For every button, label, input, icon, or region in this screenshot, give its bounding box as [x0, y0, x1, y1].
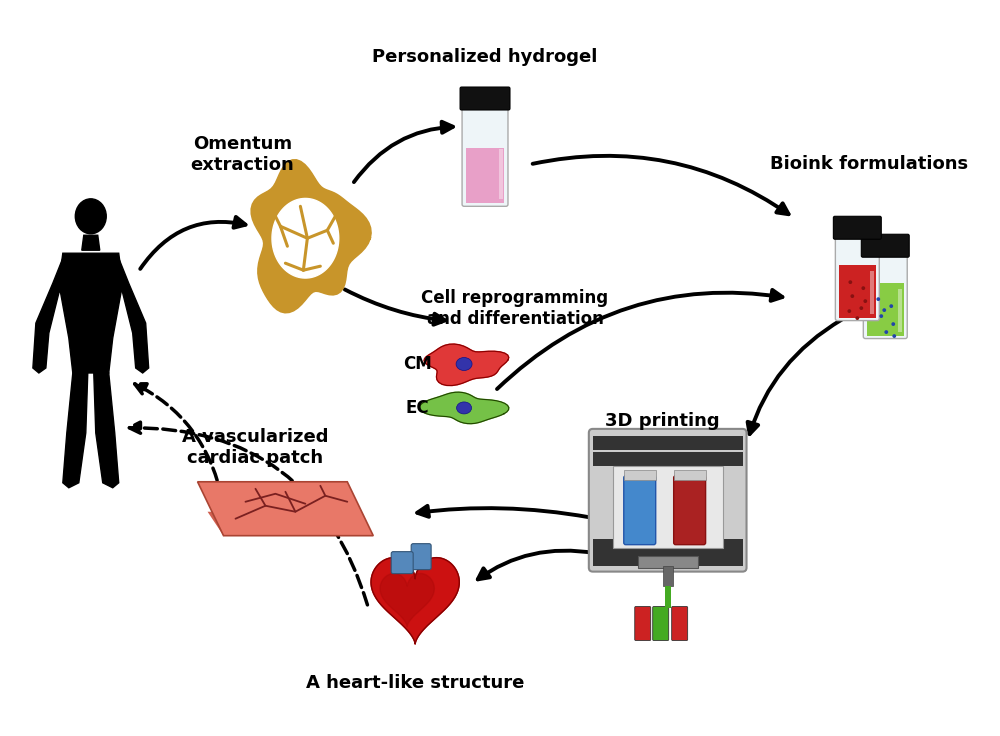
- Bar: [867, 283, 904, 336]
- Text: Personalized hydrogel: Personalized hydrogel: [372, 48, 598, 66]
- Bar: [624, 470, 656, 480]
- FancyBboxPatch shape: [653, 606, 669, 640]
- Polygon shape: [272, 199, 339, 278]
- Ellipse shape: [850, 294, 854, 298]
- FancyBboxPatch shape: [460, 87, 510, 110]
- Polygon shape: [252, 160, 370, 312]
- Bar: [613, 466, 723, 548]
- FancyBboxPatch shape: [835, 232, 879, 321]
- Polygon shape: [59, 253, 123, 373]
- Ellipse shape: [855, 316, 859, 320]
- FancyBboxPatch shape: [462, 102, 508, 206]
- Polygon shape: [63, 373, 88, 488]
- Ellipse shape: [859, 306, 863, 310]
- Ellipse shape: [882, 308, 886, 312]
- Bar: [870, 271, 874, 314]
- Polygon shape: [198, 482, 373, 536]
- Bar: [593, 552, 743, 566]
- Ellipse shape: [457, 402, 472, 414]
- Ellipse shape: [848, 280, 852, 284]
- FancyBboxPatch shape: [624, 475, 656, 545]
- Polygon shape: [371, 558, 459, 644]
- Polygon shape: [113, 258, 149, 373]
- Ellipse shape: [863, 300, 867, 303]
- FancyBboxPatch shape: [391, 552, 413, 573]
- FancyBboxPatch shape: [411, 544, 431, 570]
- Bar: [839, 265, 876, 318]
- Ellipse shape: [879, 314, 883, 318]
- FancyBboxPatch shape: [833, 216, 881, 239]
- Bar: [593, 452, 743, 466]
- Text: A heart-like structure: A heart-like structure: [306, 674, 524, 693]
- FancyBboxPatch shape: [589, 429, 747, 572]
- Polygon shape: [82, 236, 100, 250]
- Ellipse shape: [884, 330, 888, 334]
- Ellipse shape: [876, 297, 880, 301]
- Ellipse shape: [847, 309, 851, 313]
- Bar: [593, 539, 743, 553]
- Bar: [898, 289, 902, 332]
- FancyBboxPatch shape: [863, 250, 907, 339]
- Text: EC: EC: [405, 399, 429, 417]
- Bar: [674, 470, 706, 480]
- FancyBboxPatch shape: [635, 606, 651, 640]
- Text: A vascularized
cardiac patch: A vascularized cardiac patch: [182, 428, 329, 467]
- Text: Cell reprogramming
and differentiation: Cell reprogramming and differentiation: [421, 289, 609, 328]
- FancyBboxPatch shape: [672, 606, 688, 640]
- Bar: [638, 556, 698, 567]
- FancyBboxPatch shape: [674, 475, 706, 545]
- Polygon shape: [380, 573, 434, 626]
- Ellipse shape: [892, 334, 896, 338]
- Ellipse shape: [891, 322, 895, 326]
- Bar: [663, 566, 673, 586]
- Text: CM: CM: [403, 355, 432, 373]
- Ellipse shape: [889, 304, 893, 308]
- Polygon shape: [94, 373, 119, 488]
- Bar: [593, 436, 743, 450]
- Ellipse shape: [456, 358, 472, 370]
- Polygon shape: [419, 392, 509, 424]
- FancyBboxPatch shape: [861, 234, 909, 257]
- Ellipse shape: [75, 199, 106, 234]
- Polygon shape: [424, 344, 509, 386]
- Text: Bioink formulations: Bioink formulations: [770, 155, 968, 174]
- Bar: [665, 586, 671, 607]
- Polygon shape: [33, 258, 69, 373]
- Text: 3D printing: 3D printing: [605, 412, 720, 430]
- Bar: [499, 149, 503, 199]
- Ellipse shape: [861, 286, 865, 290]
- Text: Omentum
extraction: Omentum extraction: [191, 135, 294, 174]
- Polygon shape: [208, 512, 373, 536]
- Bar: [466, 149, 504, 203]
